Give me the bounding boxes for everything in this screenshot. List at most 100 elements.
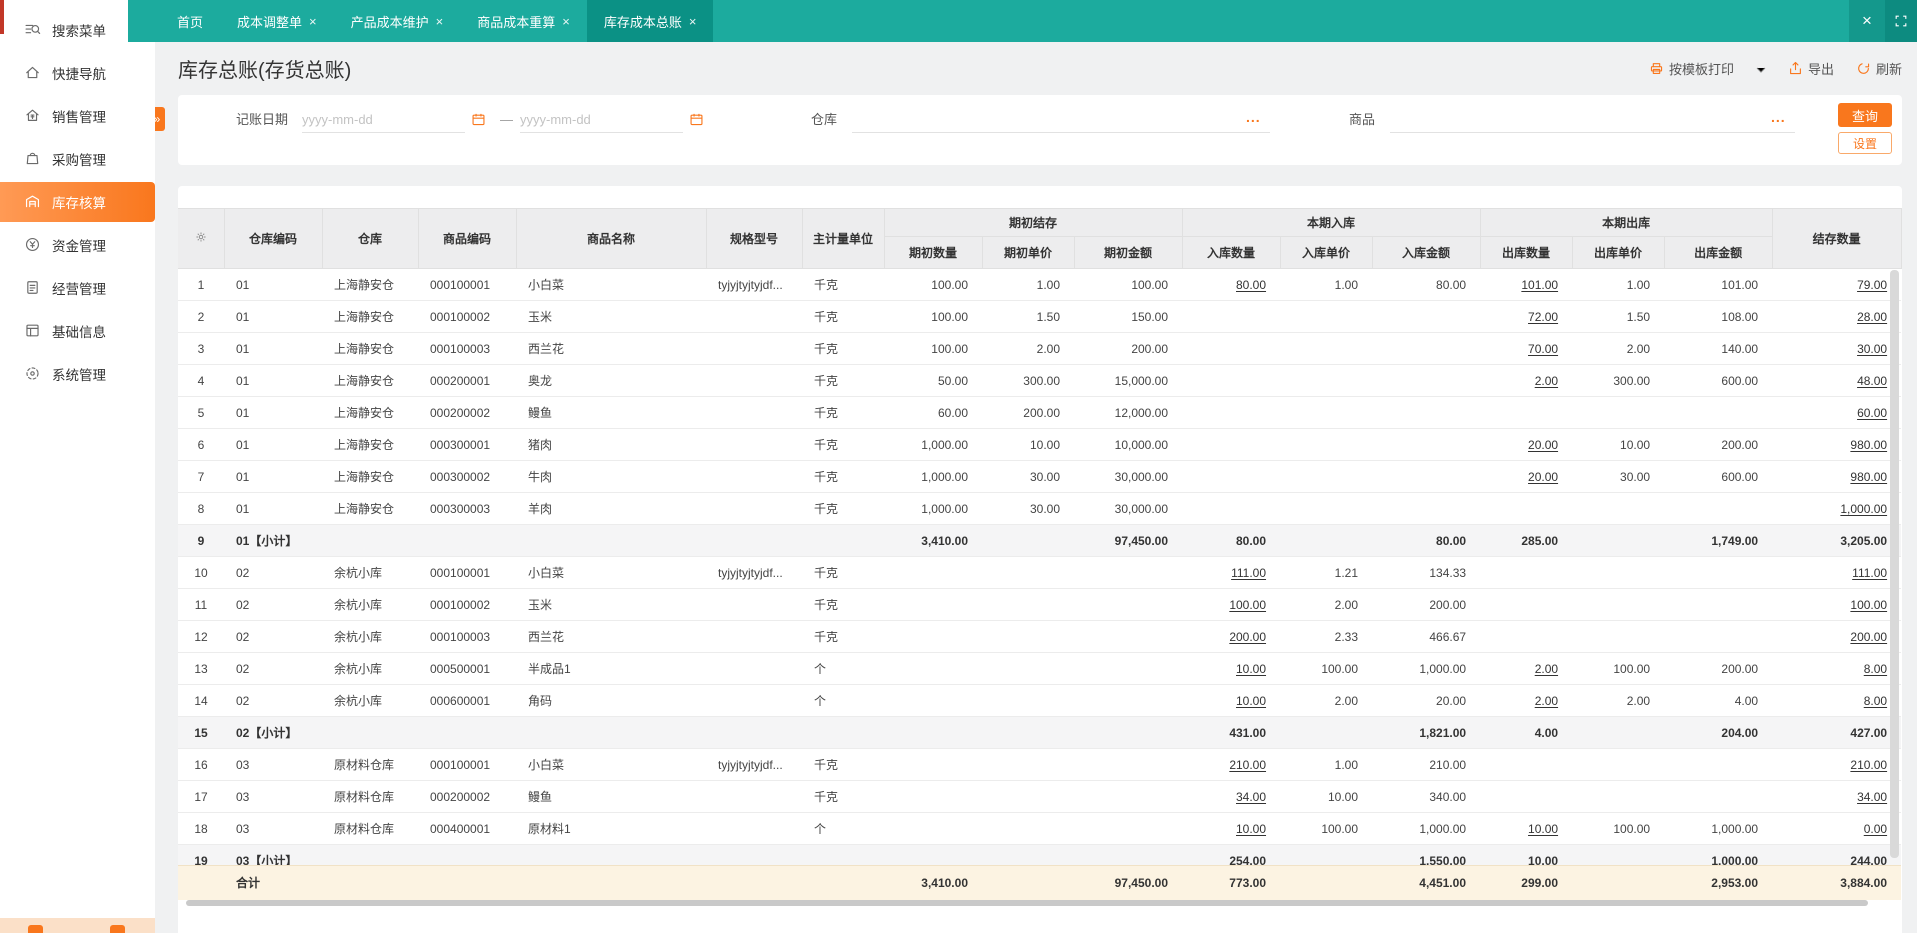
tab-close-icon[interactable]: × <box>562 13 570 29</box>
horizontal-scrollbar[interactable] <box>178 899 1902 907</box>
chevron-down-icon[interactable] <box>1756 61 1766 76</box>
product-picker-ellipsis[interactable]: ... <box>1771 109 1786 125</box>
quantity-link[interactable]: 200.00 <box>1229 629 1267 644</box>
sidebar-item-sales-mgmt[interactable]: 销售管理 <box>0 94 155 137</box>
refresh-button[interactable]: 刷新 <box>1856 59 1902 78</box>
calendar-icon[interactable] <box>471 112 486 127</box>
table-cell: 02 <box>224 652 322 685</box>
sidebar-bottom-icon[interactable] <box>28 925 43 933</box>
quantity-link[interactable]: 111.00 <box>1231 565 1267 580</box>
table-cell <box>982 844 1074 865</box>
quantity-link[interactable]: 980.00 <box>1850 469 1888 484</box>
sidebar-bottom-icon[interactable] <box>110 925 125 933</box>
column-settings-header[interactable] <box>178 208 225 269</box>
warehouse-picker-ellipsis[interactable]: ... <box>1246 109 1261 125</box>
vertical-scrollbar[interactable] <box>1890 270 1899 858</box>
quantity-link[interactable]: 79.00 <box>1857 277 1888 292</box>
product-input[interactable] <box>1390 107 1795 133</box>
sidebar-item-basic-info[interactable]: 基础信息 <box>0 309 155 352</box>
tab-product-cost-recalc[interactable]: 商品成本重算 × <box>460 0 587 42</box>
table-cell <box>802 524 884 557</box>
sidebar-item-purchase-mgmt[interactable]: 采购管理 <box>0 137 155 180</box>
sidebar-item-funds-mgmt[interactable]: 资金管理 <box>0 223 155 266</box>
table-cell <box>1372 332 1481 365</box>
tab-close-icon[interactable]: × <box>435 13 444 29</box>
sidebar-item-inventory-accounting[interactable]: 库存核算 <box>0 181 155 222</box>
quantity-link[interactable]: 48.00 <box>1857 373 1888 388</box>
quantity-link[interactable]: 30.00 <box>1857 341 1888 356</box>
quantity-link[interactable]: 34.00 <box>1857 789 1888 804</box>
query-button[interactable]: 查询 <box>1838 103 1892 127</box>
quantity-link[interactable]: 210.00 <box>1229 757 1267 772</box>
quantity-link[interactable]: 1,000.00 <box>1840 501 1888 516</box>
quantity-link[interactable]: 2.00 <box>1534 661 1559 676</box>
gear-icon[interactable] <box>194 230 208 244</box>
sidebar-item-operations-mgmt[interactable]: 经营管理 <box>0 266 155 309</box>
quantity-link[interactable]: 28.00 <box>1857 309 1888 324</box>
quantity-link[interactable]: 80.00 <box>1236 277 1267 292</box>
table-cell <box>1664 492 1773 525</box>
grand-total-row: 合计 3,410.00 97,450.00 773.00 4,451.00 299.00 2… <box>178 865 1901 900</box>
subtotal-row: 9 01【小计】 3,410.00 97,450.00 80.00 80.00 285.00… <box>178 524 1902 557</box>
product-label: 商品 <box>1349 112 1376 127</box>
quantity-link[interactable]: 60.00 <box>1857 405 1888 420</box>
date-to-input[interactable] <box>520 107 683 133</box>
row-number: 17 <box>178 780 224 813</box>
quantity-link[interactable]: 10.00 <box>1528 821 1559 836</box>
table-cell: 210.00 <box>1182 748 1281 781</box>
quantity-link[interactable]: 20.00 <box>1528 469 1559 484</box>
export-button[interactable]: 导出 <box>1788 59 1834 78</box>
table-cell: 244.00 <box>1772 844 1902 865</box>
table-cell <box>1280 460 1373 493</box>
tab-product-cost-maintenance[interactable]: 产品成本维护 × <box>334 0 461 42</box>
table-cell <box>706 812 802 845</box>
quantity-link[interactable]: 70.00 <box>1528 341 1559 356</box>
quantity-link[interactable]: 210.00 <box>1850 757 1888 772</box>
quantity-link[interactable]: 8.00 <box>1863 661 1888 676</box>
sidebar-item-quick-nav[interactable]: 快捷导航 <box>0 51 155 94</box>
quantity-link[interactable]: 0.00 <box>1863 821 1888 836</box>
quantity-link[interactable]: 100.00 <box>1229 597 1267 612</box>
quantity-link[interactable]: 111.00 <box>1852 565 1888 580</box>
sidebar-item-search-menu[interactable]: 搜索菜单 <box>0 8 155 51</box>
tab-label: 库存成本总账 <box>603 14 682 30</box>
fullscreen-icon[interactable] <box>1885 0 1917 42</box>
table-cell: 134.33 <box>1372 556 1481 589</box>
date-from-input[interactable] <box>302 107 465 133</box>
tab-close-icon[interactable]: × <box>688 13 697 29</box>
quantity-link[interactable]: 72.00 <box>1528 309 1559 324</box>
table-cell <box>706 492 802 525</box>
quantity-link[interactable]: 980.00 <box>1850 437 1888 452</box>
quantity-link[interactable]: 200.00 <box>1850 629 1888 644</box>
quantity-link[interactable]: 2.00 <box>1534 373 1559 388</box>
quantity-link[interactable]: 20.00 <box>1528 437 1559 452</box>
table-cell: 1.00 <box>982 268 1074 301</box>
quantity-link[interactable]: 10.00 <box>1236 661 1267 676</box>
quantity-link[interactable]: 10.00 <box>1236 693 1267 708</box>
print-by-template-button[interactable]: 按模板打印 <box>1649 59 1734 78</box>
quantity-link[interactable]: 100.00 <box>1850 597 1888 612</box>
tab-cost-adjustment[interactable]: 成本调整单 × <box>220 0 334 42</box>
warehouse-input[interactable] <box>852 107 1270 133</box>
table-cell <box>884 588 982 621</box>
quantity-link[interactable]: 8.00 <box>1863 693 1888 708</box>
quantity-link[interactable]: 10.00 <box>1236 821 1267 836</box>
tab-home[interactable]: 首页 <box>160 0 220 42</box>
tab-inventory-cost-ledger[interactable]: 库存成本总账 × <box>586 0 714 42</box>
table-row: 12 02 余杭小库 000100003 西兰花 千克 200.00 2.33 466.67 20… <box>178 620 1902 653</box>
table-cell <box>982 748 1074 781</box>
table-cell: 50.00 <box>884 364 982 397</box>
quantity-link[interactable]: 2.00 <box>1534 693 1559 708</box>
table-cell <box>418 865 516 900</box>
close-icon[interactable]: × <box>1849 0 1885 42</box>
print-label: 按模板打印 <box>1668 62 1734 77</box>
quantity-link[interactable]: 101.00 <box>1521 277 1559 292</box>
settings-button[interactable]: 设置 <box>1838 132 1892 154</box>
table-cell: 60.00 <box>884 396 982 429</box>
sidebar-item-system-mgmt[interactable]: 系统管理 <box>0 352 155 395</box>
table-cell <box>982 588 1074 621</box>
table-cell: 上海静安仓 <box>322 460 418 493</box>
tab-close-icon[interactable]: × <box>309 13 317 29</box>
quantity-link[interactable]: 34.00 <box>1236 789 1267 804</box>
calendar-icon[interactable] <box>689 112 704 127</box>
